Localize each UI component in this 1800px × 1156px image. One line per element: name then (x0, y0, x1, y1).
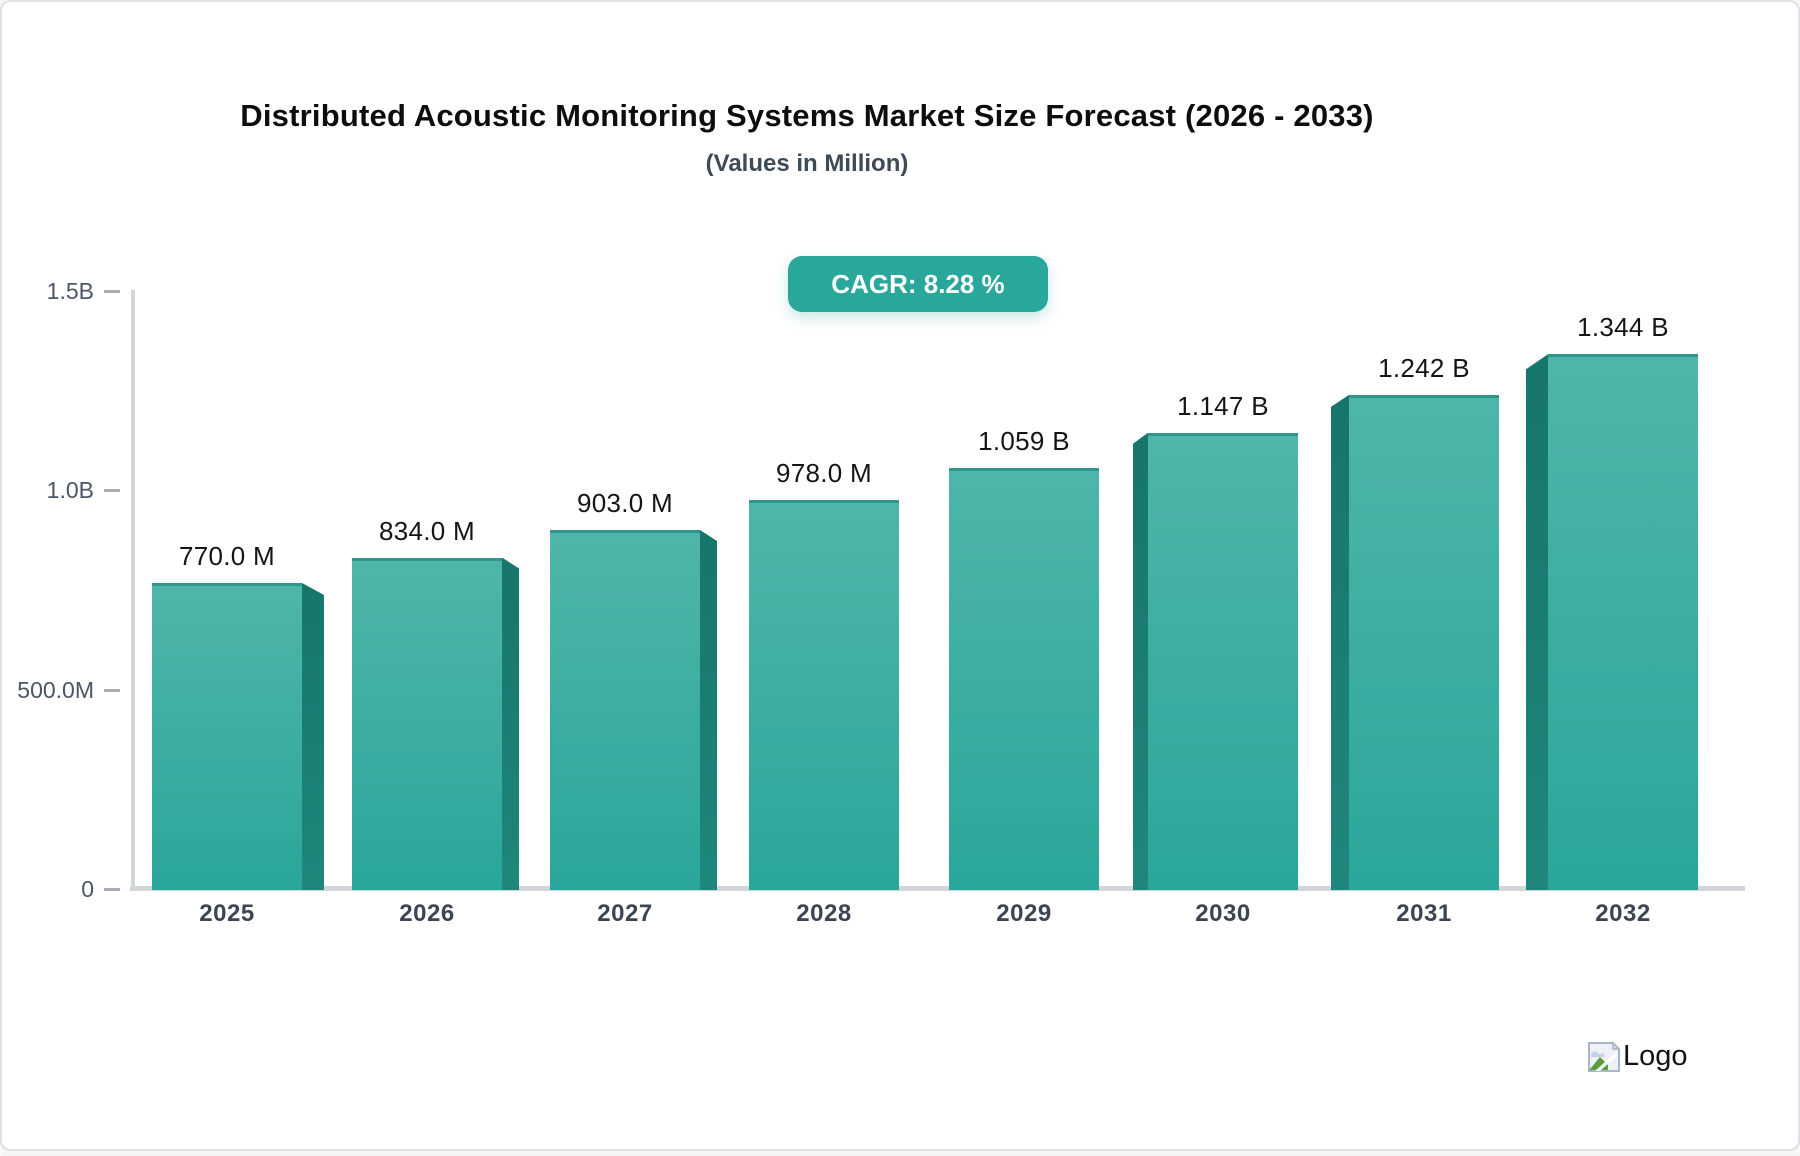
y-axis-tick (104, 688, 120, 692)
bar-value-label: 903.0 M (576, 488, 674, 518)
y-axis-tick (104, 888, 120, 891)
bar-face (949, 467, 1099, 890)
bar-value-label: 978.0 M (775, 458, 873, 489)
y-axis-tick-label: 1.0B (46, 477, 94, 504)
chart-title: Distributed Acoustic Monitoring Systems … (240, 98, 1374, 133)
x-axis-label-2027: 2027 (597, 900, 653, 927)
y-axis-tick-label: 0 (81, 876, 94, 902)
y-axis-tick (104, 489, 120, 493)
logo-alt-text: Logo (1623, 1040, 1688, 1072)
y-axis-tick-label: 1.5B (46, 278, 94, 304)
chart-subtitle: (Values in Million) (705, 150, 909, 177)
x-axis-label-2025: 2025 (199, 900, 255, 927)
bar-3d-side (700, 530, 717, 890)
bottom-strip (2, 1153, 1800, 1156)
bar-face (352, 557, 502, 890)
bar-face (1349, 394, 1499, 890)
x-axis-label-2032: 2032 (1595, 900, 1651, 927)
bar-3d-side (1133, 432, 1148, 890)
bar-value-label: 834.0 M (378, 515, 476, 546)
bar-value-label: 1.059 B (978, 425, 1070, 456)
x-axis-baseline (130, 886, 1745, 891)
bar-face (749, 500, 899, 890)
x-axis-label-2026: 2026 (399, 900, 455, 927)
y-axis-tick-label: 500.0M (17, 676, 94, 703)
y-axis-line (131, 290, 135, 890)
bar-value-label: 1.147 B (1177, 390, 1269, 421)
bar-face (1148, 432, 1298, 890)
bar-value-label: 1.242 B (1378, 352, 1470, 383)
y-axis-tick (104, 290, 120, 293)
bar-3d-side (302, 583, 324, 890)
x-axis-label-2031: 2031 (1396, 900, 1452, 927)
logo: Logo (1587, 1040, 1688, 1073)
bar-face (152, 583, 302, 890)
bar-value-label: 770.0 M (178, 541, 276, 572)
cagr-badge: CAGR: 8.28 % (788, 256, 1048, 312)
bar-3d-side (502, 557, 519, 890)
x-axis-label-2029: 2029 (996, 900, 1052, 927)
cagr-badge-label: CAGR: 8.28 % (831, 268, 1005, 299)
x-axis-label-2030: 2030 (1195, 900, 1251, 927)
bar-value-label: 1.344 B (1577, 312, 1669, 343)
bar-face (550, 530, 700, 890)
broken-image-icon (1588, 1040, 1621, 1072)
x-axis-label-2028: 2028 (796, 900, 852, 927)
bar-3d-side (1331, 394, 1349, 890)
bar-face (1548, 354, 1698, 890)
bar-3d-side (1526, 354, 1548, 890)
